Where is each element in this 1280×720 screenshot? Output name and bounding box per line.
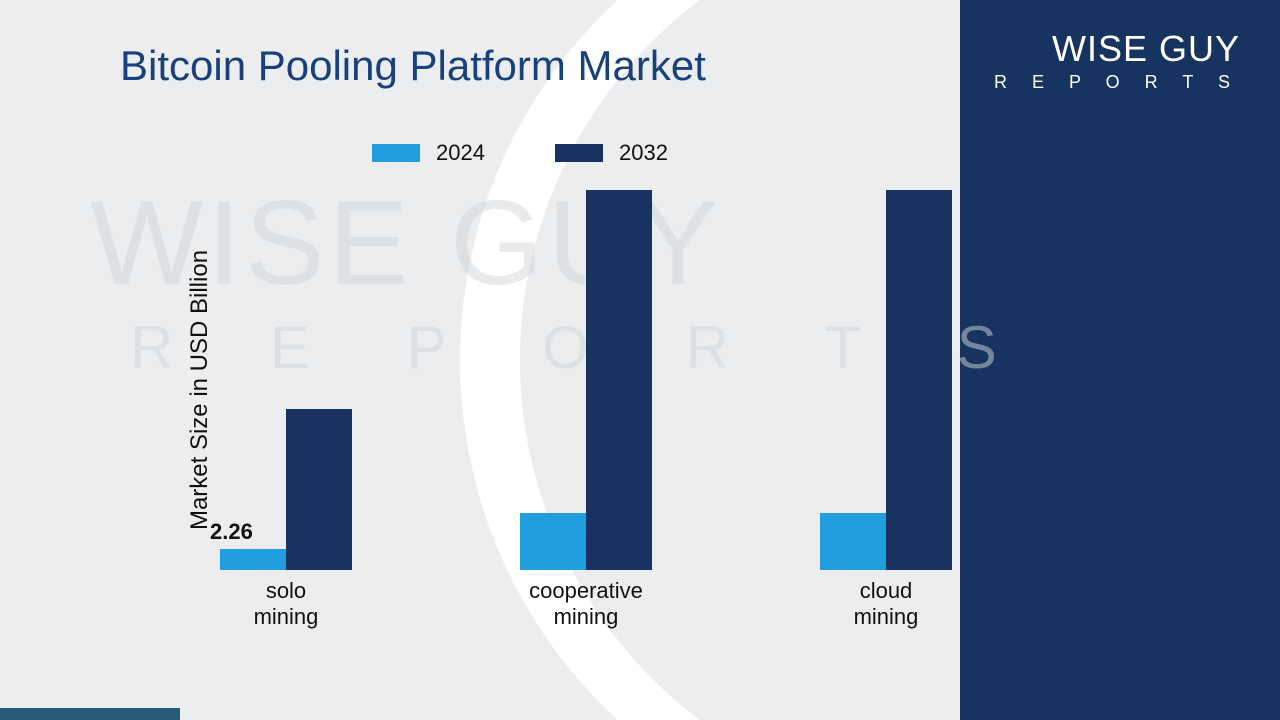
bar-2032 bbox=[286, 409, 352, 571]
brand-line2: R E P O R T S bbox=[994, 72, 1240, 93]
legend-item-2024: 2024 bbox=[372, 140, 485, 166]
legend-item-2032: 2032 bbox=[555, 140, 668, 166]
bar-2032 bbox=[886, 190, 952, 570]
bar-2024 bbox=[820, 513, 886, 570]
bar-2032 bbox=[586, 190, 652, 570]
page-root: WISE GUY R E P O R T S Bitcoin Pooling P… bbox=[0, 0, 1280, 720]
chart-title: Bitcoin Pooling Platform Market bbox=[120, 42, 706, 90]
brand-logo: WISE GUY R E P O R T S bbox=[994, 28, 1240, 93]
bar-2024 bbox=[520, 513, 586, 570]
legend-swatch-2032 bbox=[555, 144, 603, 162]
brand-line1: WISE GUY bbox=[994, 28, 1240, 70]
x-axis-label: solomining bbox=[206, 578, 366, 631]
x-axis-label: cooperativemining bbox=[506, 578, 666, 631]
right-band bbox=[960, 0, 1280, 720]
decor-bottom-bar bbox=[0, 708, 180, 720]
legend-label-2024: 2024 bbox=[436, 140, 485, 166]
bar-value-label: 2.26 bbox=[210, 519, 253, 545]
legend-label-2032: 2032 bbox=[619, 140, 668, 166]
legend-swatch-2024 bbox=[372, 144, 420, 162]
bar-group: cooperativemining bbox=[520, 190, 680, 570]
legend: 2024 2032 bbox=[110, 140, 930, 166]
chart-area: Market Size in USD Billion 2024 2032 2.2… bbox=[110, 140, 930, 640]
x-axis-label: cloudmining bbox=[806, 578, 966, 631]
plot-area: 2.26solominingcooperativeminingcloudmini… bbox=[180, 190, 930, 570]
bar-group: cloudmining bbox=[820, 190, 980, 570]
bar-group: 2.26solomining bbox=[220, 190, 380, 570]
bar-2024 bbox=[220, 549, 286, 570]
